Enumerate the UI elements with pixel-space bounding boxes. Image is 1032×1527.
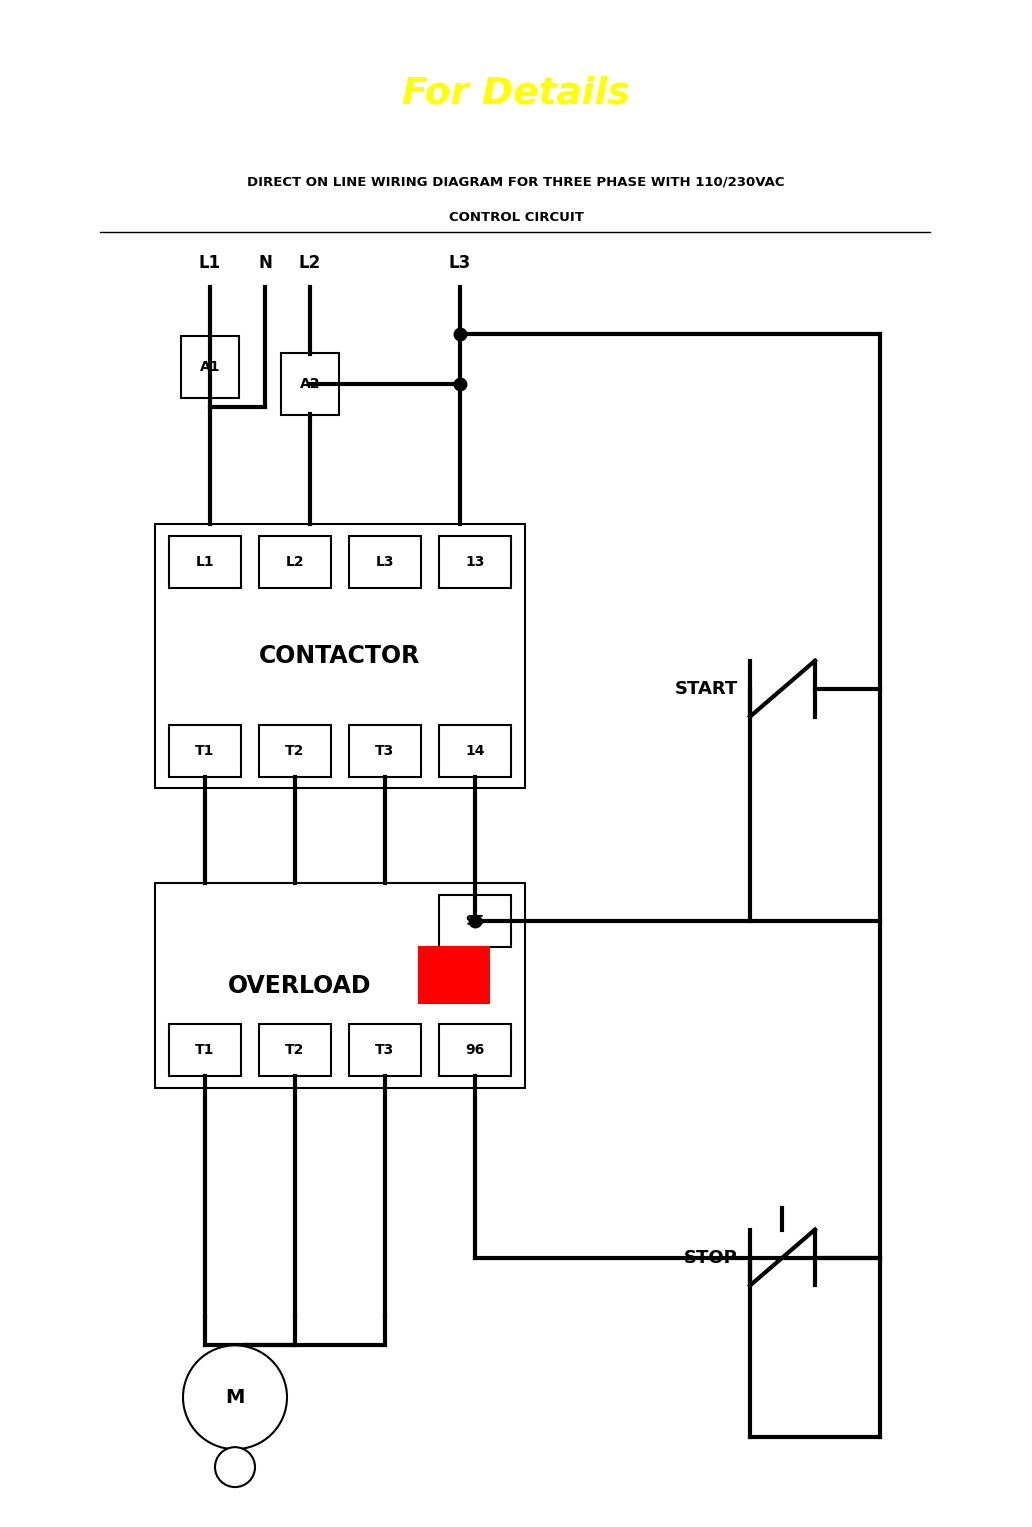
Text: L1: L1	[196, 554, 215, 570]
FancyBboxPatch shape	[259, 1025, 331, 1077]
Circle shape	[183, 1345, 287, 1449]
Text: 14: 14	[465, 744, 485, 757]
FancyBboxPatch shape	[169, 536, 241, 588]
Text: 13: 13	[465, 554, 485, 570]
FancyBboxPatch shape	[281, 353, 338, 415]
Text: L1: L1	[199, 253, 221, 272]
Text: T3: T3	[376, 744, 394, 757]
FancyBboxPatch shape	[439, 895, 511, 947]
FancyBboxPatch shape	[439, 1025, 511, 1077]
Text: T1: T1	[195, 744, 215, 757]
Text: DIRECT ON LINE WIRING DIAGRAM FOR THREE PHASE WITH 110/230VAC: DIRECT ON LINE WIRING DIAGRAM FOR THREE …	[248, 176, 784, 188]
FancyBboxPatch shape	[349, 536, 421, 588]
FancyBboxPatch shape	[349, 725, 421, 777]
Text: CONTACTOR: CONTACTOR	[259, 644, 421, 669]
FancyBboxPatch shape	[439, 536, 511, 588]
FancyBboxPatch shape	[259, 536, 331, 588]
Text: T2: T2	[285, 1043, 304, 1057]
Text: START: START	[675, 680, 738, 698]
Text: OVERLOAD: OVERLOAD	[228, 974, 372, 997]
FancyBboxPatch shape	[349, 1025, 421, 1077]
Text: CLICK HERE: CLICK HERE	[443, 26, 589, 46]
Circle shape	[215, 1448, 255, 1487]
FancyBboxPatch shape	[259, 725, 331, 777]
Text: 96: 96	[465, 1043, 485, 1057]
FancyBboxPatch shape	[169, 725, 241, 777]
Text: M: M	[225, 1388, 245, 1406]
Text: L2: L2	[286, 554, 304, 570]
Text: For Details: For Details	[402, 75, 630, 111]
FancyBboxPatch shape	[155, 883, 525, 1087]
Text: L3: L3	[449, 253, 472, 272]
Text: CONTROL CIRCUIT: CONTROL CIRCUIT	[449, 211, 583, 224]
FancyBboxPatch shape	[155, 524, 525, 788]
Text: 95: 95	[465, 915, 485, 928]
Text: STOP: STOP	[684, 1249, 738, 1266]
Text: L2: L2	[299, 253, 321, 272]
Text: A2: A2	[299, 377, 320, 391]
Text: T1: T1	[195, 1043, 215, 1057]
FancyBboxPatch shape	[439, 725, 511, 777]
Text: L3: L3	[376, 554, 394, 570]
Text: N: N	[258, 253, 272, 272]
Text: T2: T2	[285, 744, 304, 757]
FancyBboxPatch shape	[181, 336, 239, 399]
Text: A1: A1	[200, 360, 220, 374]
FancyBboxPatch shape	[418, 947, 490, 1005]
Text: T3: T3	[376, 1043, 394, 1057]
FancyBboxPatch shape	[169, 1025, 241, 1077]
